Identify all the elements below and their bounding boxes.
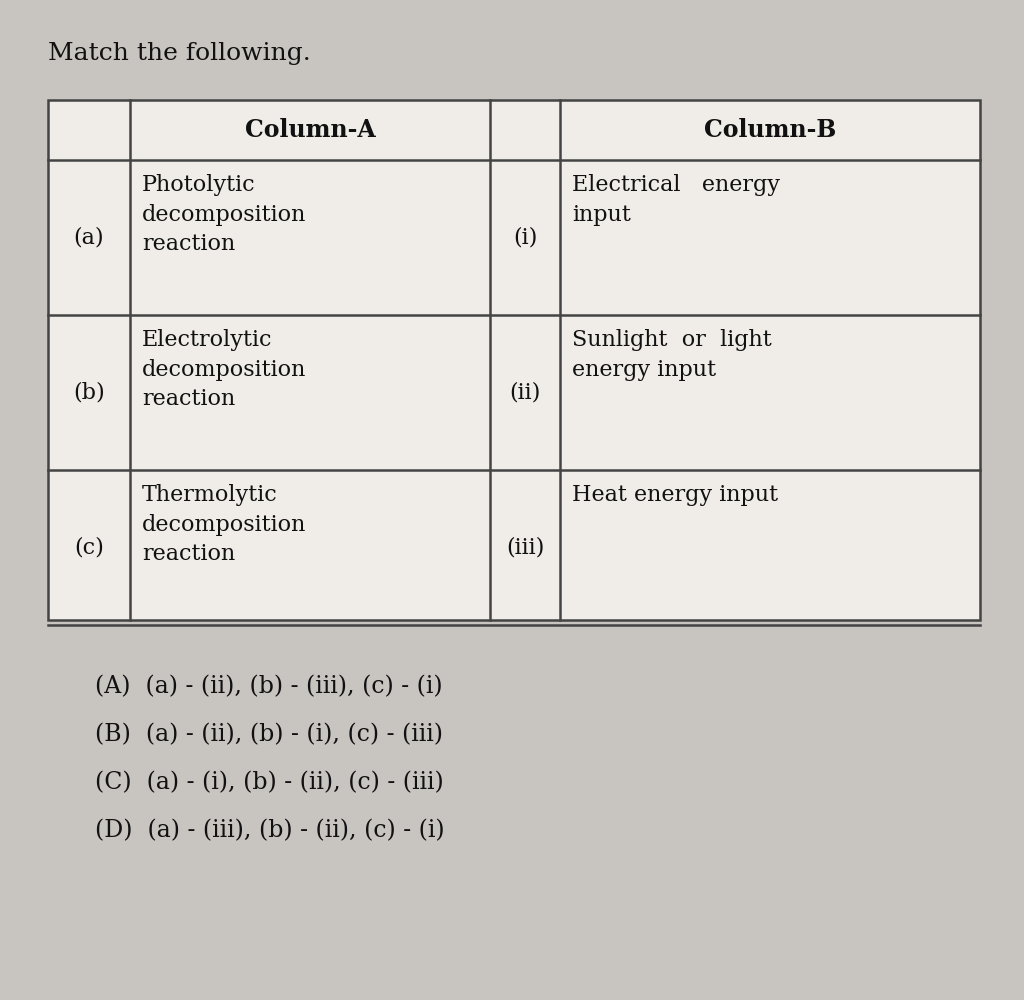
Bar	[48, 100, 980, 620]
Text: Electrical   energy
input: Electrical energy input	[572, 174, 780, 226]
Text: Sunlight  or  light
energy input: Sunlight or light energy input	[572, 329, 772, 381]
Text: (i): (i)	[513, 227, 538, 248]
Text: (a): (a)	[74, 227, 104, 248]
Text: Thermolytic
decomposition
reaction: Thermolytic decomposition reaction	[142, 484, 306, 565]
Text: (c): (c)	[74, 536, 104, 558]
Text: Match the following.: Match the following.	[48, 42, 310, 65]
Text: (b): (b)	[73, 381, 104, 403]
Text: Electrolytic
decomposition
reaction: Electrolytic decomposition reaction	[142, 329, 306, 410]
Text: (B)  (a) - (ii), (b) - (i), (c) - (iii): (B) (a) - (ii), (b) - (i), (c) - (iii)	[95, 723, 443, 746]
Text: Column-B: Column-B	[703, 118, 837, 142]
Text: Heat energy input: Heat energy input	[572, 484, 778, 506]
Bar	[48, 100, 980, 620]
Text: Photolytic
decomposition
reaction: Photolytic decomposition reaction	[142, 174, 306, 255]
Text: (C)  (a) - (i), (b) - (ii), (c) - (iii): (C) (a) - (i), (b) - (ii), (c) - (iii)	[95, 771, 443, 794]
Text: (ii): (ii)	[509, 381, 541, 403]
Text: (iii): (iii)	[506, 536, 544, 558]
Text: (A)  (a) - (ii), (b) - (iii), (c) - (i): (A) (a) - (ii), (b) - (iii), (c) - (i)	[95, 675, 442, 698]
Text: Column-A: Column-A	[245, 118, 376, 142]
Text: (D)  (a) - (iii), (b) - (ii), (c) - (i): (D) (a) - (iii), (b) - (ii), (c) - (i)	[95, 819, 444, 842]
